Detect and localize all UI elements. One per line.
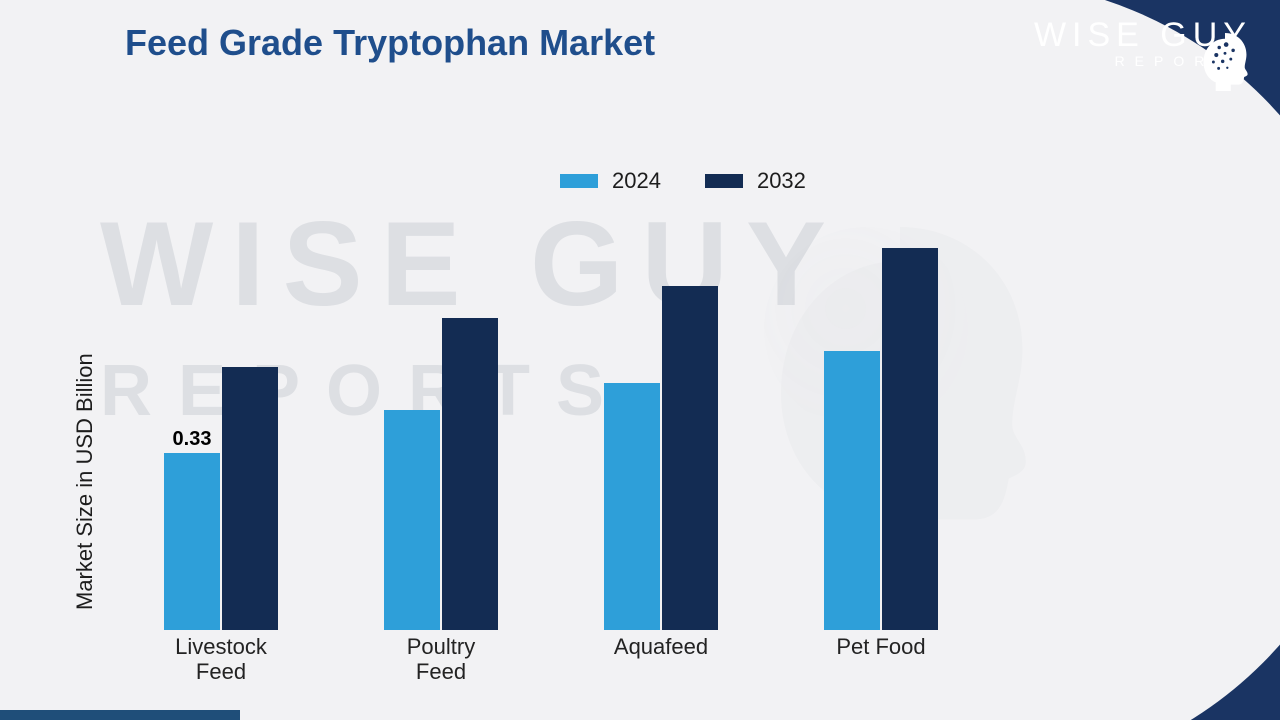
chart-title: Feed Grade Tryptophan Market bbox=[125, 22, 655, 64]
legend-swatch bbox=[705, 174, 743, 188]
bar bbox=[222, 367, 278, 630]
legend-label: 2024 bbox=[612, 168, 661, 194]
data-label: 0.33 bbox=[173, 428, 212, 451]
category-label: Livestock Feed bbox=[175, 634, 267, 685]
chart-canvas: WISE GUY REPORTS WISE GUY REPORTS Feed G… bbox=[0, 0, 1280, 720]
bar bbox=[384, 410, 440, 630]
bar bbox=[164, 453, 220, 630]
legend-label: 2032 bbox=[757, 168, 806, 194]
category-label: Pet Food bbox=[836, 634, 925, 659]
bar bbox=[604, 383, 660, 630]
legend-item: 2024 bbox=[560, 168, 661, 194]
bar bbox=[662, 286, 718, 630]
bar bbox=[882, 248, 938, 630]
category-label: Poultry Feed bbox=[407, 634, 475, 685]
category-label: Aquafeed bbox=[614, 634, 708, 659]
bar bbox=[442, 318, 498, 630]
brand-head-icon bbox=[1196, 30, 1254, 94]
bar bbox=[824, 351, 880, 631]
brand-logo: WISE GUY REPORTS bbox=[1034, 18, 1252, 68]
legend-item: 2032 bbox=[705, 168, 806, 194]
legend-swatch bbox=[560, 174, 598, 188]
bottom-accent-strip bbox=[0, 710, 240, 720]
y-axis-label: Market Size in USD Billion bbox=[72, 353, 98, 610]
plot-area: Livestock FeedPoultry FeedAquafeedPet Fo… bbox=[110, 200, 990, 630]
legend: 2024 2032 bbox=[560, 168, 806, 194]
